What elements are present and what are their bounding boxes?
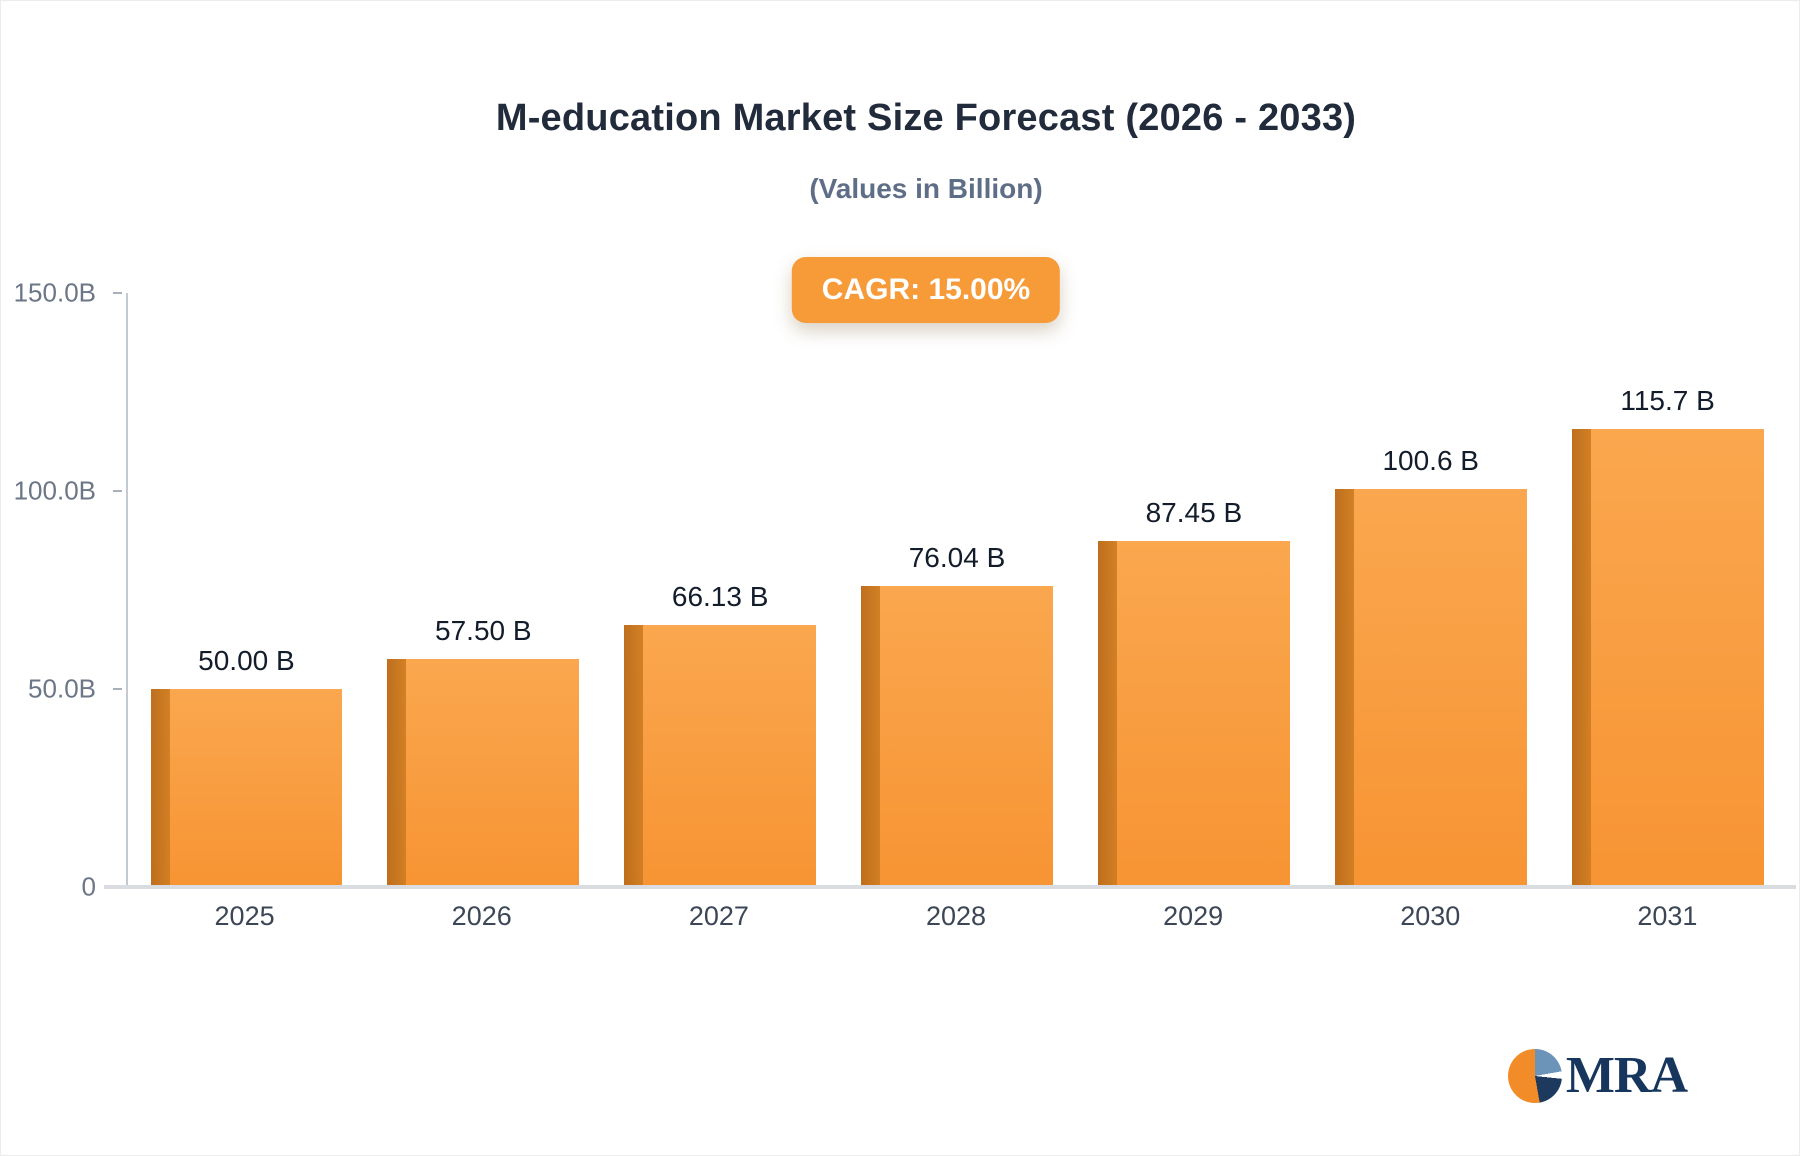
y-axis-label: 100.0B	[13, 475, 96, 506]
bar-2030	[1334, 488, 1527, 887]
bar-value-label: 66.13 B	[671, 581, 769, 613]
bar-slot-2025: 50.00 B	[128, 293, 365, 887]
bar-2029	[1097, 540, 1290, 887]
logo: MRA	[1507, 1047, 1688, 1104]
bar-side-shade	[861, 585, 881, 887]
x-axis-baseline	[104, 885, 1796, 889]
bar-value-label: 57.50 B	[435, 615, 532, 647]
bar-slot-2031: 115.7 B	[1549, 293, 1786, 887]
x-axis-label: 2029	[1163, 901, 1224, 931]
x-axis-label: 2031	[1637, 901, 1698, 931]
bar-slot-2026: 57.50 B	[365, 293, 602, 887]
bar-side-shade	[1571, 428, 1591, 887]
plot-area: 50.00 B 57.50 B 66.13 B 76.04 B 87.45 B 100.6…	[126, 293, 1786, 887]
bar-2031	[1571, 428, 1764, 887]
bar-slot-2027: 66.13 B	[602, 293, 839, 887]
bar-value-label: 100.6 B	[1382, 444, 1479, 476]
bars-row: 50.00 B 57.50 B 66.13 B 76.04 B 87.45 B 100.6…	[128, 293, 1786, 887]
y-axis-tick	[113, 688, 122, 690]
y-axis-labels: 150.0B 100.0B 50.0B 0	[1, 278, 126, 902]
page-title: M-education Market Size Forecast (2026 -…	[495, 97, 1357, 139]
logo-text: MRA	[1565, 1047, 1688, 1104]
y-axis-label: 0	[81, 871, 96, 902]
bar-value-label: 115.7 B	[1620, 384, 1715, 416]
bar-side-shade	[624, 625, 644, 887]
bar-side-shade	[1334, 488, 1354, 887]
bar-value-label: 76.04 B	[908, 541, 1006, 573]
bar-slot-2030: 100.6 B	[1312, 293, 1549, 887]
y-axis-tick	[113, 292, 122, 294]
bar-2027	[624, 625, 817, 887]
bar-value-label: 50.00 B	[198, 645, 295, 676]
bar-2025	[150, 689, 343, 887]
x-axis-label: 2027	[688, 901, 749, 931]
bar-slot-2029: 87.45 B	[1075, 293, 1312, 887]
x-axis-label: 2030	[1400, 901, 1461, 931]
bar-side-shade	[387, 659, 407, 887]
x-axis-labels: 2025 2026 2027 2028 2029 2030 2031	[126, 901, 1786, 932]
x-axis-label: 2026	[451, 901, 512, 931]
y-axis-label: 50.0B	[28, 673, 96, 704]
y-axis-tick	[113, 490, 122, 492]
y-axis-label: 150.0B	[13, 277, 96, 308]
bar-side-shade	[1097, 540, 1117, 887]
bar-slot-2028: 76.04 B	[839, 293, 1076, 887]
x-axis-label: 2028	[925, 901, 987, 931]
bar-2026	[387, 659, 580, 887]
x-axis-label: 2025	[214, 901, 275, 931]
bar-value-label: 87.45 B	[1145, 496, 1243, 528]
page-subtitle: (Values in Billion)	[809, 173, 1043, 204]
pie-chart-icon	[1507, 1049, 1562, 1103]
bar-side-shade	[150, 689, 170, 887]
bar-2028	[861, 585, 1053, 887]
cagr-badge: CAGR: 15.00%	[791, 257, 1061, 323]
